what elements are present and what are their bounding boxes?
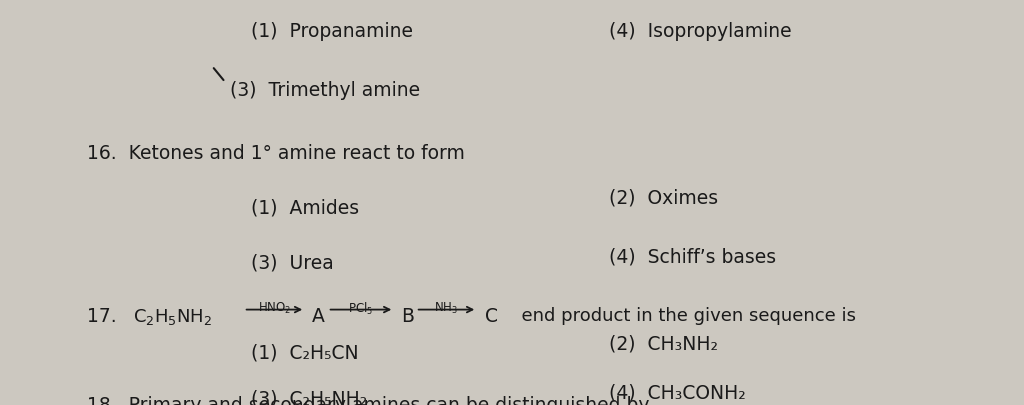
Text: (2)  CH₃NH₂: (2) CH₃NH₂ <box>609 334 718 353</box>
Text: C: C <box>485 306 499 325</box>
Text: (4)  Isopropylamine: (4) Isopropylamine <box>609 22 792 41</box>
Text: (2)  Oximes: (2) Oximes <box>609 188 719 207</box>
Text: (3)  C₂H₅NH₂: (3) C₂H₅NH₂ <box>251 389 368 405</box>
Text: (4)  CH₃CONH₂: (4) CH₃CONH₂ <box>609 383 746 402</box>
Text: $\mathsf{C_2H_5NH_2}$: $\mathsf{C_2H_5NH_2}$ <box>133 306 213 326</box>
Text: $\mathsf{PCl_5}$: $\mathsf{PCl_5}$ <box>348 300 373 316</box>
Text: end product in the given sequence is: end product in the given sequence is <box>510 306 856 324</box>
Text: 17.: 17. <box>87 306 117 325</box>
Text: 16.  Ketones and 1° amine react to form: 16. Ketones and 1° amine react to form <box>87 144 465 163</box>
Text: A: A <box>312 306 326 325</box>
Text: (1)  C₂H₅CN: (1) C₂H₅CN <box>251 342 358 361</box>
Text: (1)  Propanamine: (1) Propanamine <box>251 22 413 41</box>
Text: B: B <box>401 306 415 325</box>
Text: (3)  Trimethyl amine: (3) Trimethyl amine <box>230 81 421 100</box>
Text: (1)  Amides: (1) Amides <box>251 198 359 217</box>
Text: (4)  Schiff’s bases: (4) Schiff’s bases <box>609 247 776 266</box>
Text: $\mathsf{NH_3}$: $\mathsf{NH_3}$ <box>434 300 459 315</box>
Text: 18.  Primary and secondary amines can be distinguished by: 18. Primary and secondary amines can be … <box>87 395 649 405</box>
Text: $\mathsf{HNO_2}$: $\mathsf{HNO_2}$ <box>258 300 291 315</box>
Text: (3)  Urea: (3) Urea <box>251 253 334 272</box>
